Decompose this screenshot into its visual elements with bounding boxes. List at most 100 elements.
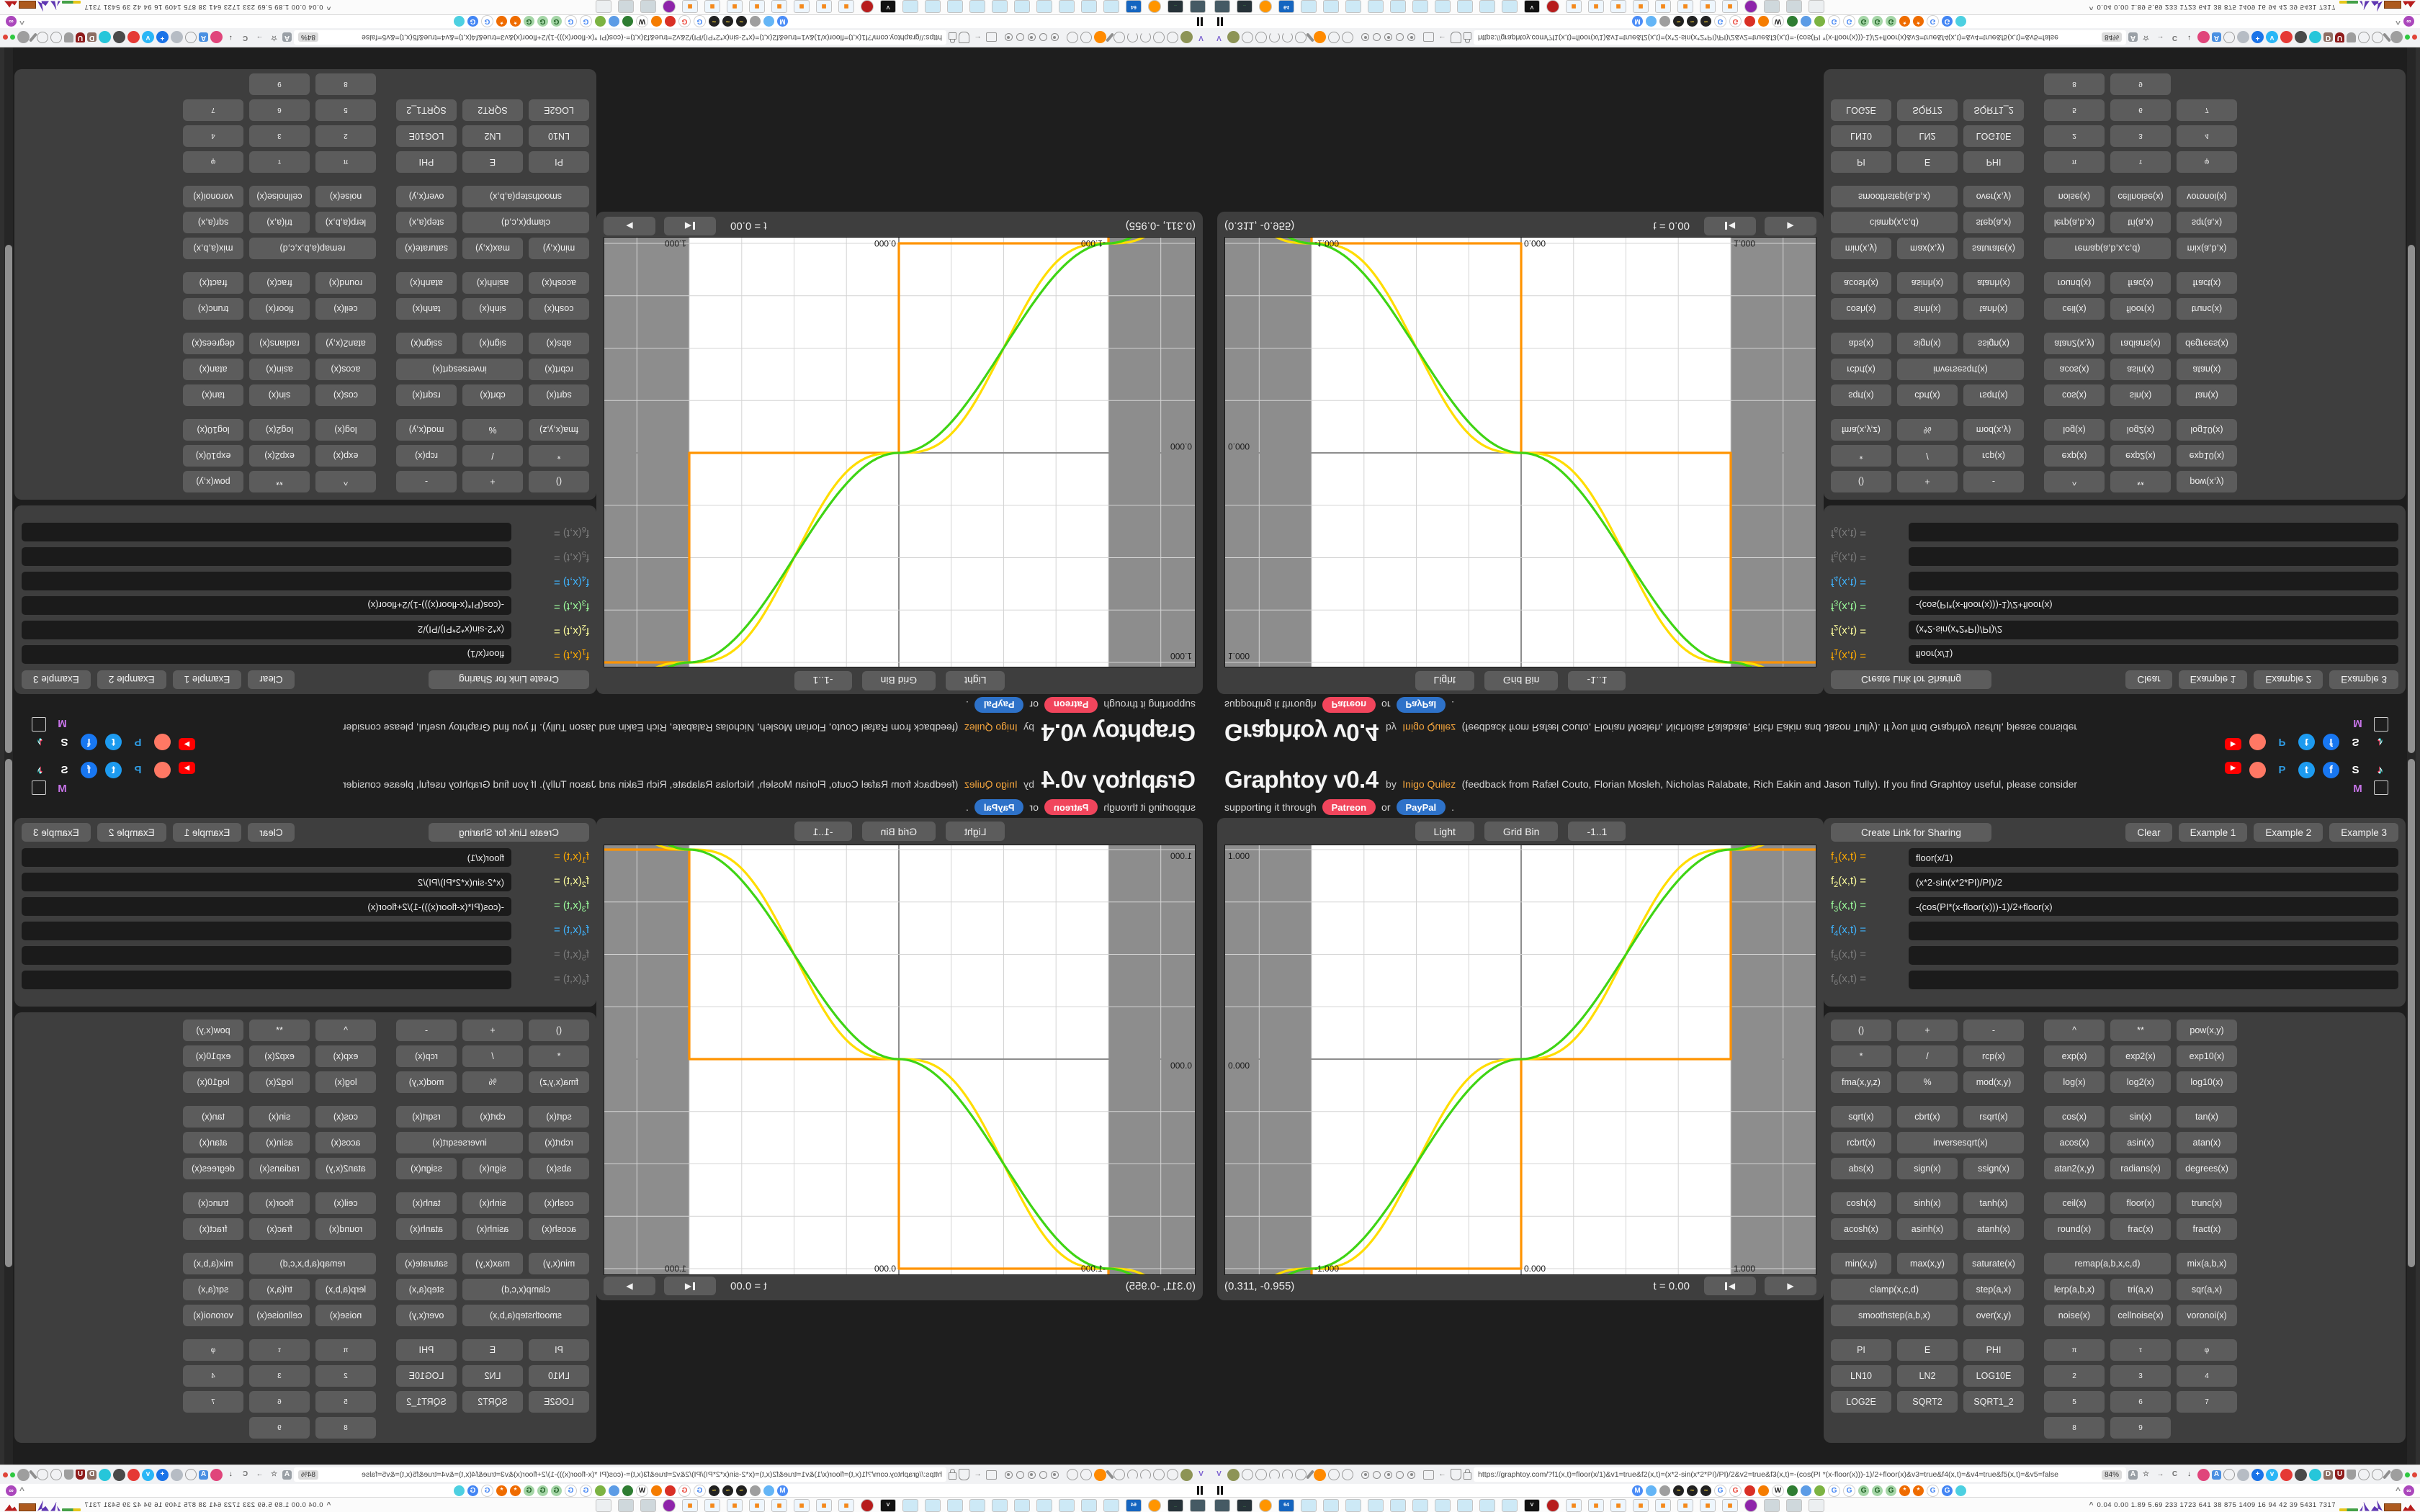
fn-button-cos-x[interactable]: cos(x) xyxy=(315,1106,376,1128)
radio-icon[interactable] xyxy=(1373,1470,1381,1479)
globe-icon[interactable] xyxy=(1242,1469,1253,1480)
fn-button-noise-x[interactable]: noise(x) xyxy=(2044,186,2105,207)
fn-button-fma-x-y-z[interactable]: fma(x,y,z) xyxy=(1831,1071,1891,1093)
fn-button-sinh-x[interactable]: sinh(x) xyxy=(462,298,523,320)
fn-button-smoothstep-a-b-x[interactable]: smoothstep(a,b,x) xyxy=(462,1305,589,1326)
firefox-icon[interactable] xyxy=(1314,31,1326,44)
fn-button-2[interactable]: 2 xyxy=(315,1365,376,1387)
collapse-caret-icon[interactable]: ^ xyxy=(19,1485,25,1495)
reader-mode-icon[interactable]: A xyxy=(282,32,292,42)
formula-label-f1[interactable]: f1(x,t) = xyxy=(553,850,589,865)
fn-button-btn[interactable]: () xyxy=(1831,1020,1891,1041)
fn-button-pow-x-y[interactable]: pow(x,y) xyxy=(183,1020,243,1041)
calculator-window[interactable]: ▦ xyxy=(1633,1498,1649,1512)
google-icon[interactable]: G xyxy=(1729,15,1742,28)
wikipedia-icon[interactable]: W xyxy=(636,15,648,28)
mouse-icon[interactable] xyxy=(185,32,197,43)
floppy-window[interactable]: 64 xyxy=(1126,0,1142,14)
youtube-icon[interactable]: ▶ xyxy=(179,738,195,750)
notepad-window[interactable] xyxy=(992,1498,1008,1512)
author-link[interactable]: Inigo Quilez xyxy=(1402,722,1456,734)
waveform-icon[interactable]: ~ xyxy=(722,16,733,27)
firefox-icon[interactable] xyxy=(1094,31,1106,44)
fn-button-btn[interactable]: () xyxy=(1831,471,1891,492)
google-icon[interactable]: G xyxy=(1828,15,1840,28)
fn-button-btn[interactable]: % xyxy=(462,1071,523,1093)
wolf-window[interactable]: V xyxy=(1524,1498,1540,1512)
mouse-icon[interactable] xyxy=(185,1469,197,1480)
fn-button-over-x-y[interactable]: over(x,y) xyxy=(396,186,457,207)
range-button[interactable]: -1..1 xyxy=(794,822,852,841)
fn-button-rsqrt-x[interactable]: rsqrt(x) xyxy=(1963,384,2024,406)
fn-button-phi[interactable]: PHI xyxy=(396,151,457,173)
fn-button-rcp-x[interactable]: rcp(x) xyxy=(396,445,457,467)
fn-button-2[interactable]: 2 xyxy=(2044,1365,2105,1387)
fn-button-e[interactable]: E xyxy=(462,1339,523,1361)
spotify-like-icon[interactable] xyxy=(622,1485,633,1496)
archive-icon[interactable]: D xyxy=(2323,1470,2333,1480)
google-icon[interactable]: G xyxy=(694,15,706,28)
fn-button-e[interactable]: E xyxy=(462,151,523,173)
fn-button-tan-x[interactable]: tan(x) xyxy=(2177,384,2237,406)
fn-button-saturate-x[interactable]: saturate(x) xyxy=(396,1253,457,1274)
mastodon-icon[interactable]: M xyxy=(2353,717,2362,729)
lock-icon[interactable] xyxy=(1464,32,1471,40)
calculator-window[interactable]: ▦ xyxy=(682,0,698,14)
waveform-icon[interactable]: ~ xyxy=(1687,1485,1698,1496)
clear-button[interactable]: Clear xyxy=(248,670,295,689)
like-icon[interactable] xyxy=(2372,32,2383,43)
tiktok-icon[interactable]: ♪ xyxy=(2377,736,2383,748)
spotify-like-icon[interactable] xyxy=(1787,16,1798,27)
fn-button-smoothstep-a-b-x[interactable]: smoothstep(a,b,x) xyxy=(1831,1305,1958,1326)
fn-button-over-x-y[interactable]: over(x,y) xyxy=(1963,1305,2024,1326)
headset-icon[interactable] xyxy=(1140,1469,1151,1480)
fn-button-6[interactable]: 6 xyxy=(2110,99,2171,121)
screenshot-window[interactable] xyxy=(1214,0,1230,14)
google-icon[interactable]: G xyxy=(1714,15,1726,28)
formula-label-f5[interactable]: f5(x,t) = xyxy=(1831,549,1867,564)
notepad-window[interactable] xyxy=(1014,0,1030,14)
fn-button-trunc-x[interactable]: trunc(x) xyxy=(183,1192,243,1214)
fn-button-ceil-x[interactable]: ceil(x) xyxy=(315,298,376,320)
notepad-window[interactable] xyxy=(1479,1498,1495,1512)
patreon-button[interactable]: Patreon xyxy=(1044,799,1098,815)
fn-button-exp-x[interactable]: exp(x) xyxy=(2044,1045,2105,1067)
fn-button-mod-x-y[interactable]: mod(x,y) xyxy=(396,419,457,441)
radio-icon[interactable] xyxy=(1051,1470,1059,1479)
globe-icon[interactable] xyxy=(1113,32,1125,43)
fn-button-trunc-x[interactable]: trunc(x) xyxy=(2177,1192,2237,1214)
fn-button-log2e[interactable]: LOG2E xyxy=(529,99,589,121)
fn-button-max-x-y[interactable]: max(x,y) xyxy=(462,1253,523,1274)
formula-label-f5[interactable]: f5(x,t) = xyxy=(553,948,589,963)
lock-icon[interactable] xyxy=(1464,1469,1471,1480)
fn-button-btn[interactable]: - xyxy=(396,1020,457,1041)
fn-button-asinh-x[interactable]: asinh(x) xyxy=(1897,272,1958,294)
shield-icon[interactable] xyxy=(1451,32,1461,43)
forward-icon[interactable]: → xyxy=(2156,1470,2164,1478)
notepad-window[interactable] xyxy=(1081,1498,1097,1512)
light-mode-button[interactable]: Light xyxy=(1415,671,1474,690)
headset-icon[interactable] xyxy=(1269,1469,1280,1480)
radio-icon[interactable] xyxy=(1039,33,1047,42)
pin-icon[interactable]: V xyxy=(1198,1470,1204,1478)
gear-red-icon[interactable] xyxy=(1744,16,1755,27)
fn-button-rsqrt-x[interactable]: rsqrt(x) xyxy=(396,384,457,406)
fn-button-6[interactable]: 6 xyxy=(249,99,310,121)
calculator-window[interactable]: ▦ xyxy=(838,0,854,14)
fn-button-sin-x[interactable]: sin(x) xyxy=(2110,384,2171,406)
fn-button-sqr-a-x[interactable]: sqr(a,x) xyxy=(183,212,243,233)
fn-button-pow-x-y[interactable]: pow(x,y) xyxy=(2177,471,2237,492)
fn-button-atanh-x[interactable]: atanh(x) xyxy=(396,1218,457,1240)
formula-input-f4[interactable] xyxy=(1909,572,2398,590)
formula-label-f2[interactable]: f2(x,t) = xyxy=(553,623,589,637)
radio-icon[interactable] xyxy=(1051,33,1059,42)
screenshot-window[interactable] xyxy=(1190,1498,1206,1512)
fn-button-btn[interactable]: ^ xyxy=(2044,1020,2105,1041)
fn-button-remap-a-b-x-c-d[interactable]: remap(a,b,x,c,d) xyxy=(249,1253,376,1274)
notepad-window[interactable] xyxy=(902,1498,918,1512)
time-rewind-button[interactable]: ◀ xyxy=(664,1277,716,1295)
formula-label-f6[interactable]: f6(x,t) = xyxy=(1831,525,1867,539)
shield-gray-icon[interactable] xyxy=(2347,32,2356,42)
fn-button-radians-x[interactable]: radians(x) xyxy=(249,333,310,354)
gear-red-window[interactable] xyxy=(1546,0,1559,14)
